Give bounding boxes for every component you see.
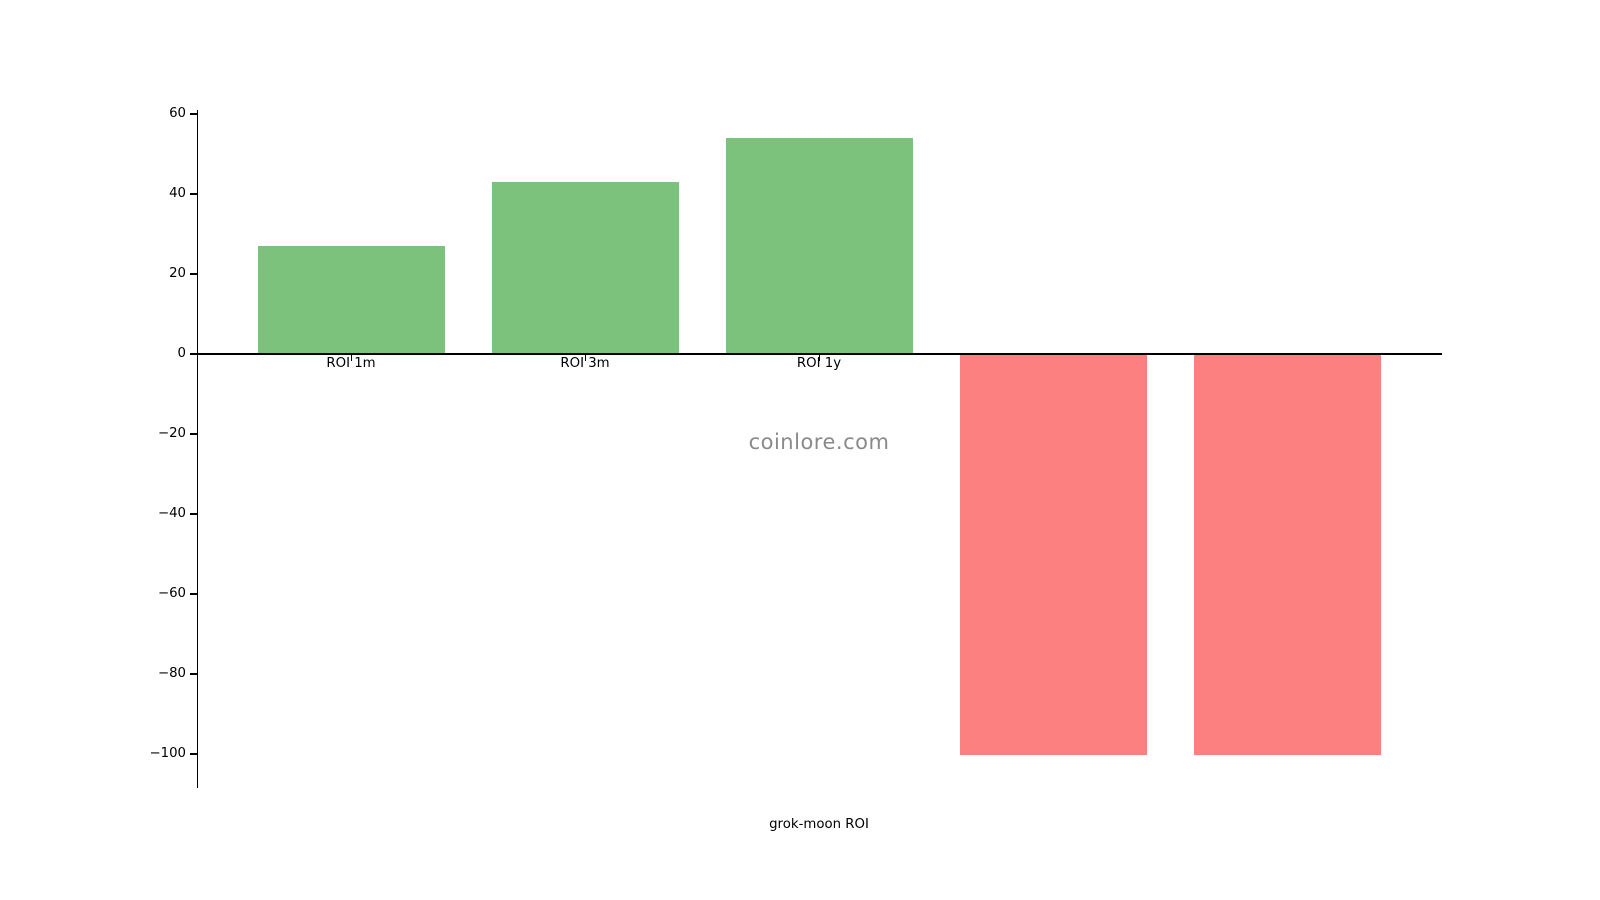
y-tick-mark — [190, 433, 197, 435]
x-tick-mark — [819, 354, 821, 361]
x-tick-label: ROI 1m — [326, 356, 376, 371]
y-tick-mark — [190, 193, 197, 195]
y-tick-mark — [190, 353, 197, 355]
y-tick-label: −80 — [157, 666, 186, 681]
coinlore-watermark: coinlore.com — [748, 430, 890, 454]
x-tick-mark — [585, 354, 587, 361]
y-tick-mark — [190, 593, 197, 595]
x-tick-label: ROI 3m — [560, 356, 610, 371]
x-axis-title: grok-moon ROI — [769, 817, 869, 832]
y-tick-label: −40 — [157, 506, 186, 521]
y-tick-mark — [190, 513, 197, 515]
bar-negative-5 — [1193, 354, 1381, 755]
y-tick-mark — [190, 753, 197, 755]
x-axis-line — [197, 353, 1442, 355]
y-tick-mark — [190, 113, 197, 115]
x-tick-label: ROI 1y — [796, 356, 842, 371]
x-tick-mark — [351, 354, 353, 361]
y-axis-spine — [197, 110, 198, 788]
y-tick-label: 20 — [169, 266, 186, 281]
bar-negative-4 — [959, 354, 1147, 755]
bar-roi-1m — [257, 246, 445, 354]
y-tick-label: 40 — [169, 186, 186, 201]
y-tick-label: −20 — [157, 426, 186, 441]
y-tick-label: −100 — [149, 746, 186, 761]
bar-roi-3m — [491, 182, 679, 354]
y-tick-label: −60 — [157, 586, 186, 601]
y-tick-label: 0 — [177, 346, 186, 361]
bar-roi-1y — [725, 138, 913, 354]
y-tick-mark — [190, 273, 197, 275]
y-tick-label: 60 — [169, 106, 186, 121]
y-tick-mark — [190, 673, 197, 675]
